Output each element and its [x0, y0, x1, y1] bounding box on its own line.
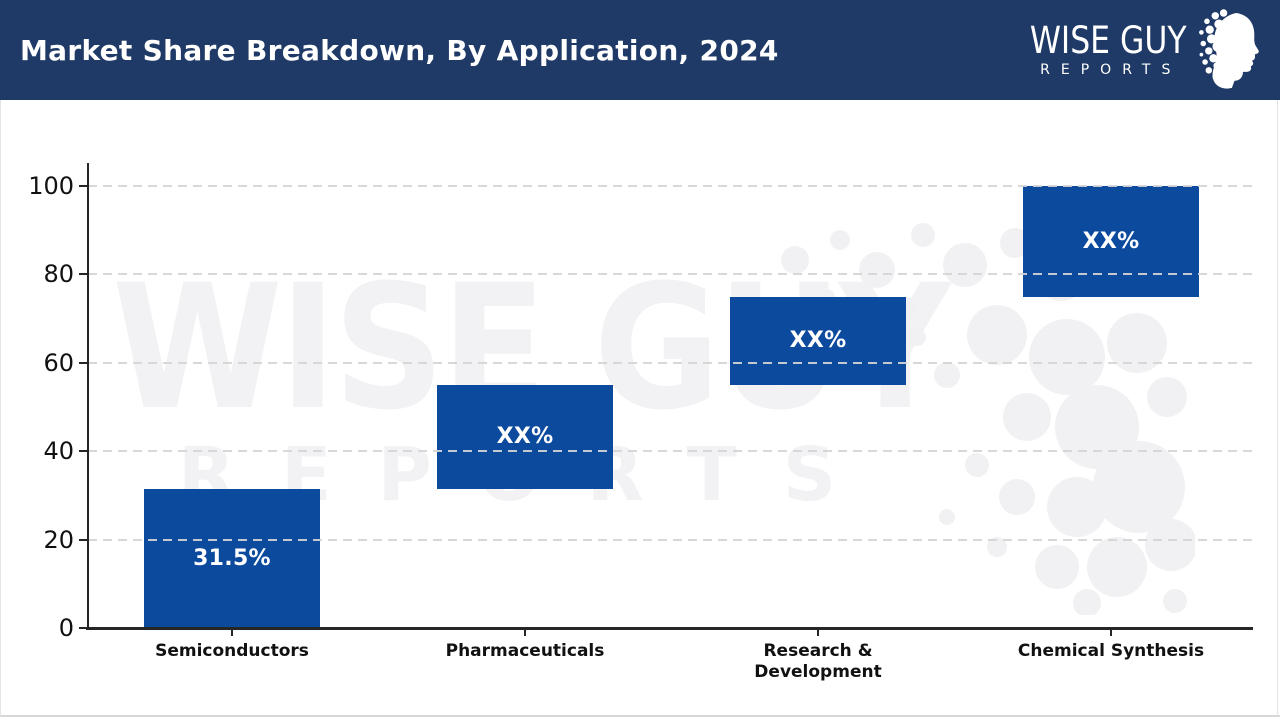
x-category-label-line: Pharmaceuticals [445, 641, 605, 661]
y-tick-label-80: 80 [43, 260, 74, 289]
gridline-y80 [88, 273, 1253, 276]
y-tick-label-20: 20 [43, 525, 74, 554]
bar-research-development: XX% [730, 296, 906, 385]
logo-wordmark-line1: WISE GUY [1029, 19, 1187, 62]
bar-value-label-research-development: XX% [789, 328, 847, 354]
wise-guy-reports-logo: WISE GUY REPORTS [1016, 8, 1268, 92]
bar-value-label-chemical-synthesis: XX% [1082, 228, 1140, 254]
y-tick-100 [79, 185, 88, 187]
y-tick-0 [79, 627, 88, 629]
x-category-label-pharmaceuticals: Pharmaceuticals [375, 641, 675, 662]
bar-pharmaceuticals: XX% [437, 384, 613, 489]
left-edge-line [0, 100, 1, 716]
logo-wordmark-line2: REPORTS [1040, 62, 1182, 78]
x-category-label-line: Chemical Synthesis [1017, 641, 1205, 661]
right-edge-line [1277, 100, 1278, 716]
y-tick-60 [79, 361, 88, 364]
gridline-y20 [88, 538, 1253, 541]
gridline-y60 [88, 361, 1253, 364]
x-tick-pharmaceuticals [524, 628, 526, 636]
x-category-label-line: Development [754, 662, 882, 682]
header-bar: Market Share Breakdown, By Application, … [0, 0, 1280, 100]
gridline-y100 [88, 185, 1253, 187]
bottom-divider [0, 715, 1280, 717]
bar-value-label-pharmaceuticals: XX% [496, 424, 554, 450]
x-axis-line [86, 627, 1253, 630]
y-tick-80 [79, 273, 88, 276]
x-tick-chemical-synthesis [1110, 628, 1112, 636]
y-tick-label-60: 60 [43, 348, 74, 377]
logo-wordmark: WISE GUY REPORTS [1016, 22, 1200, 78]
x-tick-semiconductors [231, 628, 233, 636]
y-tick-label-0: 0 [58, 614, 74, 642]
bar-chemical-synthesis: XX% [1023, 186, 1199, 297]
y-tick-20 [79, 538, 88, 541]
x-category-label-semiconductors: Semiconductors [82, 641, 382, 662]
bar-value-label-semiconductors: 31.5% [193, 545, 271, 571]
x-tick-research-development [817, 628, 819, 636]
x-category-label-research-development: Research & Development [668, 641, 968, 683]
x-category-label-line: Semiconductors [155, 641, 309, 661]
logo-face-icon [1199, 9, 1259, 89]
y-tick-label-40: 40 [43, 437, 74, 466]
x-category-label-line: Research & [763, 641, 873, 661]
y-tick-40 [79, 450, 88, 453]
gridline-y40 [88, 450, 1253, 453]
y-axis-line [87, 163, 89, 630]
x-category-label-chemical-synthesis: Chemical Synthesis [961, 641, 1261, 662]
page-title: Market Share Breakdown, By Application, … [20, 33, 779, 67]
y-tick-label-100: 100 [28, 172, 74, 200]
bar-semiconductors: 31.5% [144, 488, 320, 628]
